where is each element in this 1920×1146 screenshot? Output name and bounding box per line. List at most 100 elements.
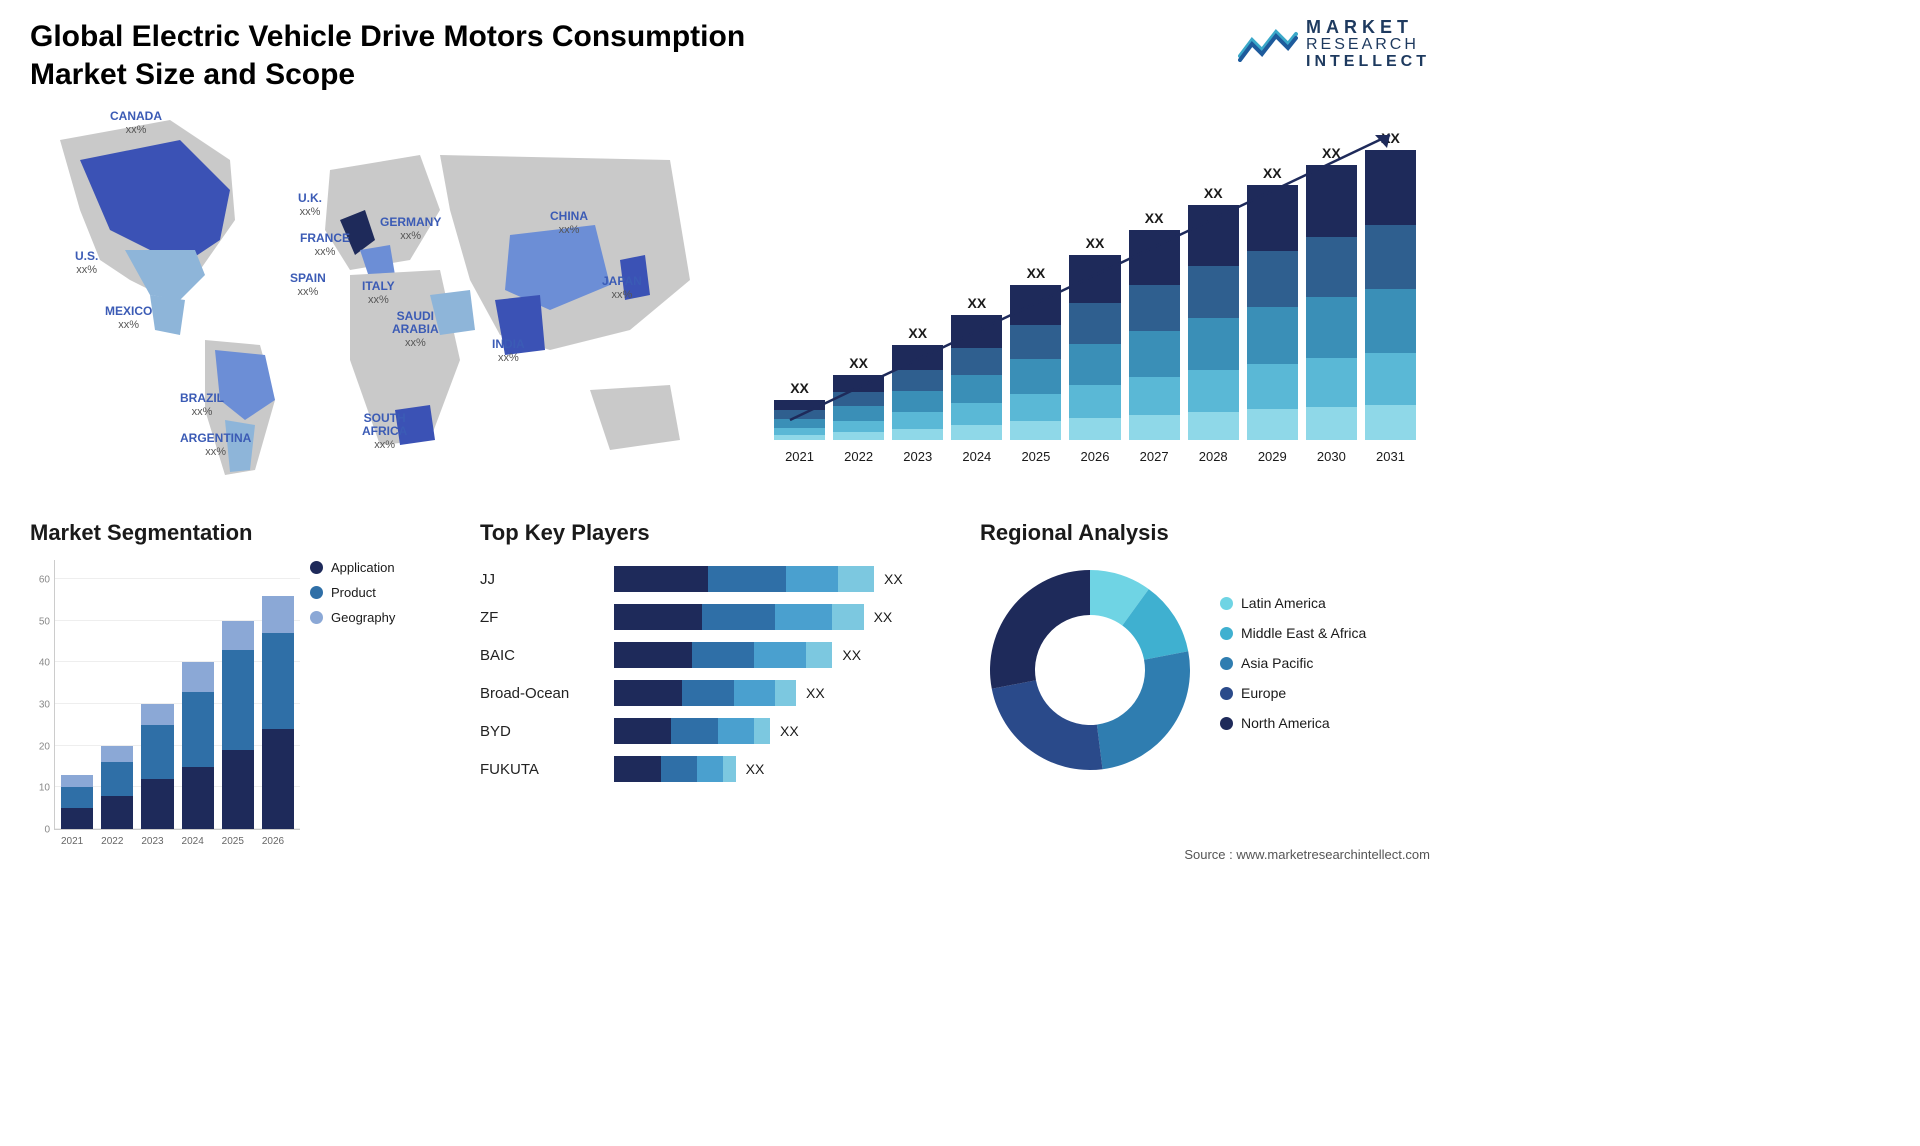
regional-title: Regional Analysis bbox=[980, 520, 1410, 546]
forecast-bar: XX2026 bbox=[1069, 235, 1120, 440]
player-value-label: XX bbox=[842, 647, 861, 663]
legend-item: Middle East & Africa bbox=[1220, 625, 1366, 641]
player-name: ZF bbox=[480, 598, 600, 636]
logo-mark-icon bbox=[1238, 22, 1298, 67]
header: Global Electric Vehicle Drive Motors Con… bbox=[30, 18, 1430, 93]
map-label: U.K.xx% bbox=[298, 192, 322, 218]
forecast-bar-value-label: XX bbox=[1145, 210, 1164, 226]
legend-item: North America bbox=[1220, 715, 1366, 731]
players-panel: Top Key Players JJZFBAICBroad-OceanBYDFU… bbox=[480, 520, 940, 788]
donut-slice bbox=[992, 680, 1103, 770]
source-attribution: Source : www.marketresearchintellect.com bbox=[1184, 847, 1430, 862]
segmentation-bar: 2023 bbox=[141, 704, 173, 829]
players-bars-column: XX XX XX XX XX XX bbox=[614, 560, 940, 788]
forecast-bar-value-label: XX bbox=[1381, 130, 1400, 146]
forecast-bar-year: 2026 bbox=[1081, 449, 1110, 464]
donut-slice bbox=[1097, 651, 1190, 769]
regional-donut-chart bbox=[980, 560, 1200, 780]
player-bar-row: XX bbox=[614, 636, 940, 674]
player-value-label: XX bbox=[884, 571, 903, 587]
forecast-bar-year: 2029 bbox=[1258, 449, 1287, 464]
legend-item: Latin America bbox=[1220, 595, 1366, 611]
legend-item: Application bbox=[310, 560, 430, 575]
player-name: Broad-Ocean bbox=[480, 674, 600, 712]
legend-item: Europe bbox=[1220, 685, 1366, 701]
regional-panel: Regional Analysis Latin America Middle Ea… bbox=[980, 520, 1410, 780]
forecast-bar-value-label: XX bbox=[1263, 165, 1282, 181]
regional-legend: Latin America Middle East & Africa Asia Pa… bbox=[1220, 595, 1366, 745]
map-label: JAPANxx% bbox=[602, 275, 642, 301]
player-name: BAIC bbox=[480, 636, 600, 674]
y-axis-tick: 50 bbox=[39, 616, 50, 627]
forecast-bar-year: 2028 bbox=[1199, 449, 1228, 464]
player-value-label: XX bbox=[874, 609, 893, 625]
map-label: CANADAxx% bbox=[110, 110, 162, 136]
forecast-bar: XX2029 bbox=[1247, 165, 1298, 440]
forecast-bar-year: 2031 bbox=[1376, 449, 1405, 464]
y-axis-tick: 10 bbox=[39, 783, 50, 794]
segmentation-bar-year: 2021 bbox=[61, 836, 93, 847]
y-axis-tick: 30 bbox=[39, 700, 50, 711]
segmentation-bar: 2021 bbox=[61, 775, 93, 829]
player-name: JJ bbox=[480, 560, 600, 598]
legend-item: Product bbox=[310, 585, 430, 600]
forecast-bar: XX2021 bbox=[774, 380, 825, 440]
map-label: FRANCExx% bbox=[300, 232, 350, 258]
forecast-bar-chart: XX2021XX2022XX2023XX2024XX2025XX2026XX20… bbox=[770, 100, 1420, 480]
donut-slice bbox=[990, 570, 1090, 689]
forecast-bar: XX2024 bbox=[951, 295, 1002, 440]
forecast-bar-value-label: XX bbox=[1086, 235, 1105, 251]
segmentation-bar: 2026 bbox=[262, 596, 294, 829]
map-label: ITALYxx% bbox=[362, 280, 395, 306]
segmentation-panel: Market Segmentation 0102030405060 202120… bbox=[30, 520, 440, 830]
segmentation-bar-year: 2025 bbox=[222, 836, 254, 847]
y-axis-tick: 40 bbox=[39, 658, 50, 669]
forecast-bar-year: 2024 bbox=[962, 449, 991, 464]
logo-text: MARKET RESEARCH INTELLECT bbox=[1306, 18, 1430, 70]
player-value-label: XX bbox=[806, 685, 825, 701]
legend-item: Asia Pacific bbox=[1220, 655, 1366, 671]
forecast-bar-value-label: XX bbox=[849, 355, 868, 371]
map-label: SOUTHAFRICAxx% bbox=[362, 412, 407, 452]
player-bar-row: XX bbox=[614, 674, 940, 712]
segmentation-title: Market Segmentation bbox=[30, 520, 440, 546]
map-label: INDIAxx% bbox=[492, 338, 525, 364]
player-name: FUKUTA bbox=[480, 750, 600, 788]
map-label: BRAZILxx% bbox=[180, 392, 224, 418]
forecast-bar: XX2030 bbox=[1306, 145, 1357, 440]
segmentation-bar: 2024 bbox=[182, 662, 214, 829]
page-title: Global Electric Vehicle Drive Motors Con… bbox=[30, 18, 810, 93]
brand-logo: MARKET RESEARCH INTELLECT bbox=[1238, 18, 1430, 70]
players-title: Top Key Players bbox=[480, 520, 940, 546]
player-value-label: XX bbox=[746, 761, 765, 777]
map-label: ARGENTINAxx% bbox=[180, 432, 251, 458]
forecast-bar-value-label: XX bbox=[1027, 265, 1046, 281]
forecast-bar: XX2027 bbox=[1129, 210, 1180, 440]
segmentation-bar-year: 2022 bbox=[101, 836, 133, 847]
segmentation-chart: 0102030405060 202120222023202420252026 A… bbox=[30, 560, 300, 830]
map-label: GERMANYxx% bbox=[380, 216, 441, 242]
map-label: U.S.xx% bbox=[75, 250, 98, 276]
map-label: CHINAxx% bbox=[550, 210, 588, 236]
forecast-bar-value-label: XX bbox=[790, 380, 809, 396]
forecast-bar-value-label: XX bbox=[1204, 185, 1223, 201]
segmentation-bar-year: 2026 bbox=[262, 836, 294, 847]
map-label: MEXICOxx% bbox=[105, 305, 152, 331]
forecast-bar: XX2022 bbox=[833, 355, 884, 440]
segmentation-bar-year: 2024 bbox=[182, 836, 214, 847]
forecast-bar-year: 2025 bbox=[1021, 449, 1050, 464]
y-axis-tick: 0 bbox=[44, 825, 50, 836]
player-value-label: XX bbox=[780, 723, 799, 739]
player-name: BYD bbox=[480, 712, 600, 750]
player-bar-row: XX bbox=[614, 598, 940, 636]
forecast-bar: XX2023 bbox=[892, 325, 943, 440]
legend-item: Geography bbox=[310, 610, 430, 625]
map-label: SAUDIARABIAxx% bbox=[392, 310, 439, 350]
segmentation-bar: 2022 bbox=[101, 746, 133, 829]
forecast-bar-value-label: XX bbox=[967, 295, 986, 311]
segmentation-bar-year: 2023 bbox=[141, 836, 173, 847]
forecast-bar-year: 2027 bbox=[1140, 449, 1169, 464]
player-bar-row: XX bbox=[614, 750, 940, 788]
map-label: SPAINxx% bbox=[290, 272, 326, 298]
forecast-bar: XX2028 bbox=[1188, 185, 1239, 440]
